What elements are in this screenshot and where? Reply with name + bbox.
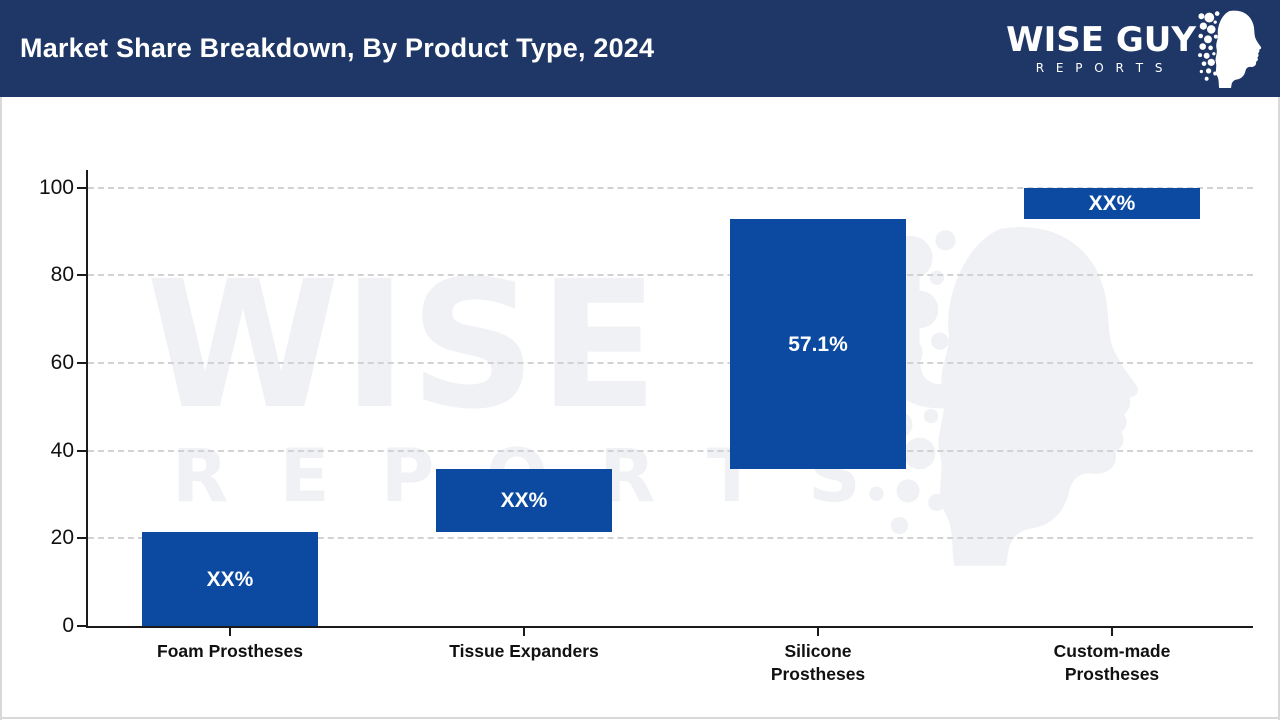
page-border-left [0, 0, 2, 720]
x-tick-mark-2 [817, 628, 819, 636]
brand-name: WISE GUY [1006, 19, 1196, 60]
plot-area: XX% XX% 57.1% XX% 0 20 40 60 80 100 Foam Prosthes… [39, 170, 1253, 684]
x-tick-mark-0 [229, 628, 231, 636]
gridline-80 [88, 274, 1253, 277]
y-tick-label-100: 100 [38, 175, 74, 199]
bar-2: 57.1% [730, 218, 906, 470]
x-category-label-2: Silicone Prostheses [770, 641, 866, 684]
gridline-60 [88, 361, 1253, 364]
y-tick-mark-0 [77, 625, 86, 627]
bar-value-label: 57.1% [788, 332, 848, 356]
y-tick-mark-100 [77, 186, 86, 189]
bar-1: XX% [436, 469, 612, 533]
bar-3: XX% [1024, 187, 1200, 219]
x-tick-mark-1 [523, 628, 525, 636]
y-tick-label-60: 60 [50, 350, 74, 374]
y-axis-spine [86, 170, 88, 628]
page-title: Market Share Breakdown, By Product Type,… [20, 33, 655, 63]
gridline-20 [88, 537, 1253, 540]
bar-value-label: XX% [1088, 191, 1136, 215]
dotted-face-icon [1198, 10, 1262, 88]
gridline-100 [88, 186, 1253, 189]
x-category-label-0: Foam Prostheses [157, 641, 303, 661]
y-tick-mark-60 [77, 361, 86, 364]
page-border-bottom [0, 717, 1280, 719]
y-tick-mark-20 [77, 537, 86, 540]
bar-value-label: XX% [500, 489, 548, 513]
y-tick-label-40: 40 [50, 438, 74, 462]
gridline-40 [88, 449, 1253, 452]
y-tick-label-20: 20 [50, 526, 74, 550]
page-border-right [1278, 0, 1280, 720]
bar-0: XX% [142, 532, 318, 626]
bar-value-label: XX% [206, 567, 254, 591]
y-tick-label-0: 0 [62, 614, 74, 637]
x-axis-spine [86, 626, 1253, 628]
y-tick-mark-80 [77, 274, 86, 277]
x-category-label-1: Tissue Expanders [449, 641, 599, 661]
y-tick-mark-40 [77, 449, 86, 452]
brand-subtitle: R E P O R T S [1035, 60, 1167, 75]
x-tick-mark-3 [1111, 628, 1113, 636]
header-bar: Market Share Breakdown, By Product Type,… [0, 0, 1280, 97]
y-tick-label-80: 80 [50, 263, 74, 287]
brand-logo: WISE GUY R E P O R T S [1006, 9, 1264, 88]
x-category-label-3: Custom-made Prostheses [1053, 641, 1171, 684]
brand-logo-text: WISE GUY R E P O R T S [1006, 23, 1196, 75]
